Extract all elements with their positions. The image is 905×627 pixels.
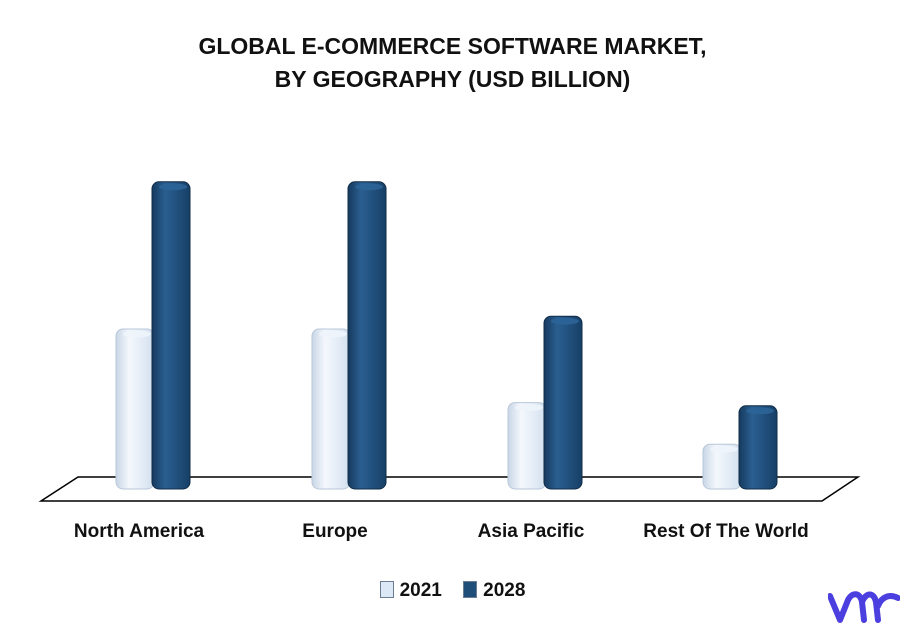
legend: 2021 2028	[0, 580, 905, 602]
legend-item-2028: 2028	[463, 580, 525, 602]
bar-north-america-2028	[151, 181, 191, 490]
bar-north-america-2021	[115, 328, 155, 490]
x-tick-label-europe: Europe	[302, 521, 367, 542]
legend-label-2021: 2021	[399, 580, 442, 601]
vmr-logo-icon	[828, 591, 900, 623]
legend-item-2021: 2021	[379, 580, 442, 602]
chart-title: GLOBAL E-COMMERCE SOFTWARE MARKET, BY GE…	[0, 30, 905, 96]
bar-europe-2028	[347, 181, 387, 490]
chart-title-line-1: GLOBAL E-COMMERCE SOFTWARE MARKET,	[198, 33, 707, 59]
bar-rest-of-the-world-2028	[738, 405, 778, 490]
bar-asia-pacific-2028	[543, 315, 583, 490]
legend-swatch-2021	[379, 581, 394, 598]
bar-asia-pacific-2021	[507, 402, 547, 490]
legend-label-2028: 2028	[483, 580, 526, 601]
chart-title-line-2: BY GEOGRAPHY (USD BILLION)	[274, 66, 631, 92]
x-tick-label-north-america: North America	[74, 521, 205, 542]
bar-europe-2021	[311, 328, 351, 490]
x-tick-label-asia-pacific: Asia Pacific	[478, 521, 585, 542]
chart-floor	[38, 476, 861, 502]
x-tick-label-rest-of-the-world: Rest Of The World	[643, 521, 808, 542]
bar-rest-of-the-world-2021	[702, 443, 742, 490]
legend-swatch-2028	[463, 581, 478, 598]
